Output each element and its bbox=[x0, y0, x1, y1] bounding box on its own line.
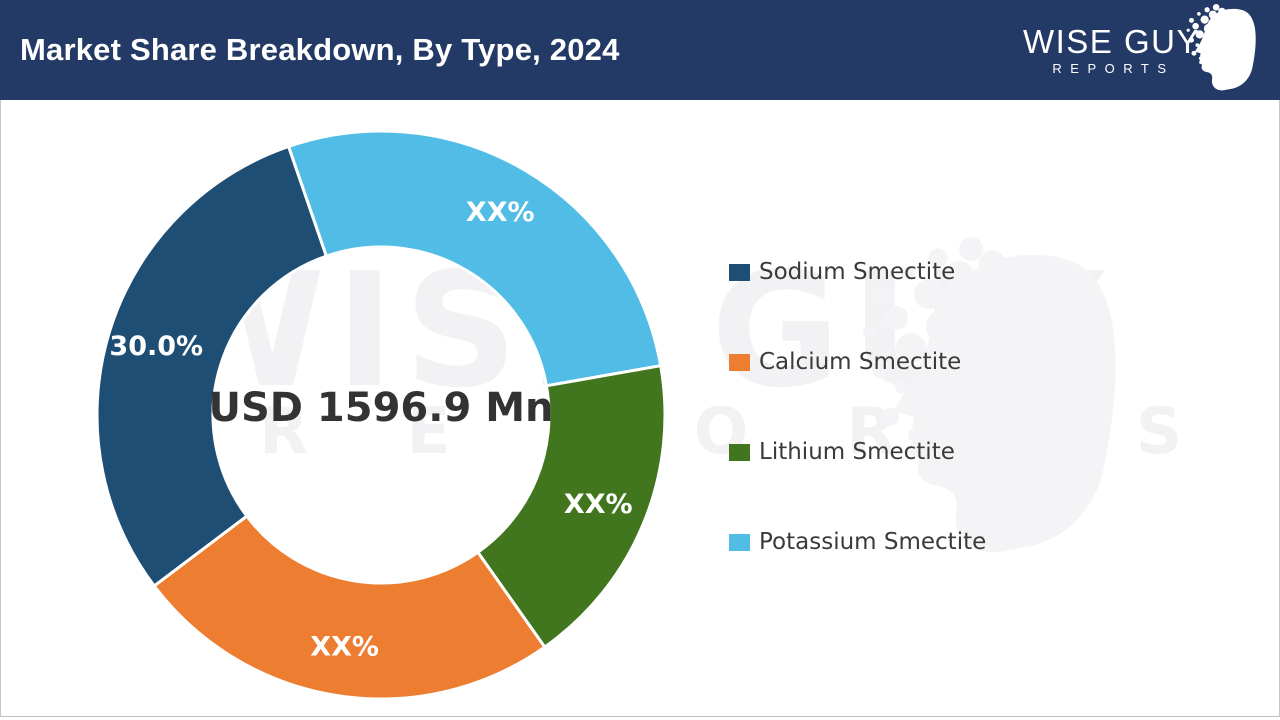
segment-percent-label: XX% bbox=[564, 489, 633, 520]
center-value-label: USD 1596.9 Mn bbox=[208, 385, 554, 431]
donut-segment-potassium-smectite bbox=[287, 129, 663, 388]
logo-wordmark: WISE GUY bbox=[1022, 23, 1200, 60]
legend-item-lithium: Lithium Smectite bbox=[729, 435, 986, 469]
legend-item-calcium: Calcium Smectite bbox=[729, 345, 986, 379]
header-bar: Market Share Breakdown, By Type, 2024 WI… bbox=[0, 0, 1280, 100]
legend-item-sodium: Sodium Smectite bbox=[729, 255, 986, 289]
donut-chart: XX% XX% XX% 30.0% bbox=[95, 129, 667, 701]
wise-guy-logo: WISE GUY REPORTS bbox=[1023, 4, 1280, 96]
page-title: Market Share Breakdown, By Type, 2024 bbox=[20, 32, 620, 67]
legend-swatch bbox=[729, 353, 750, 371]
donut-segment-lithium-smectite bbox=[476, 364, 667, 649]
donut-segment-sodium-smectite bbox=[95, 144, 328, 588]
logo-text: WISE GUY REPORTS bbox=[1023, 25, 1200, 75]
segment-percent-label: 30.0% bbox=[109, 331, 203, 362]
segment-percent-label: XX% bbox=[310, 632, 379, 663]
legend: Sodium Smectite Calcium Smectite Lithium… bbox=[729, 255, 986, 615]
legend-label: Calcium Smectite bbox=[759, 349, 962, 375]
legend-label: Potassium Smectite bbox=[759, 529, 987, 555]
legend-label: Lithium Smectite bbox=[759, 439, 955, 465]
legend-swatch bbox=[729, 533, 750, 551]
legend-label: Sodium Smectite bbox=[759, 259, 956, 285]
donut-segment-calcium-smectite bbox=[152, 514, 547, 701]
segment-percent-label: XX% bbox=[466, 197, 535, 228]
legend-swatch bbox=[729, 263, 750, 281]
chart-area: WISE GUY R E P O R T S XX% XX% XX% 30.0% US… bbox=[0, 100, 1280, 717]
logo-subtitle: REPORTS bbox=[1052, 61, 1175, 76]
legend-swatch bbox=[729, 443, 750, 461]
legend-item-potassium: Potassium Smectite bbox=[729, 525, 986, 559]
